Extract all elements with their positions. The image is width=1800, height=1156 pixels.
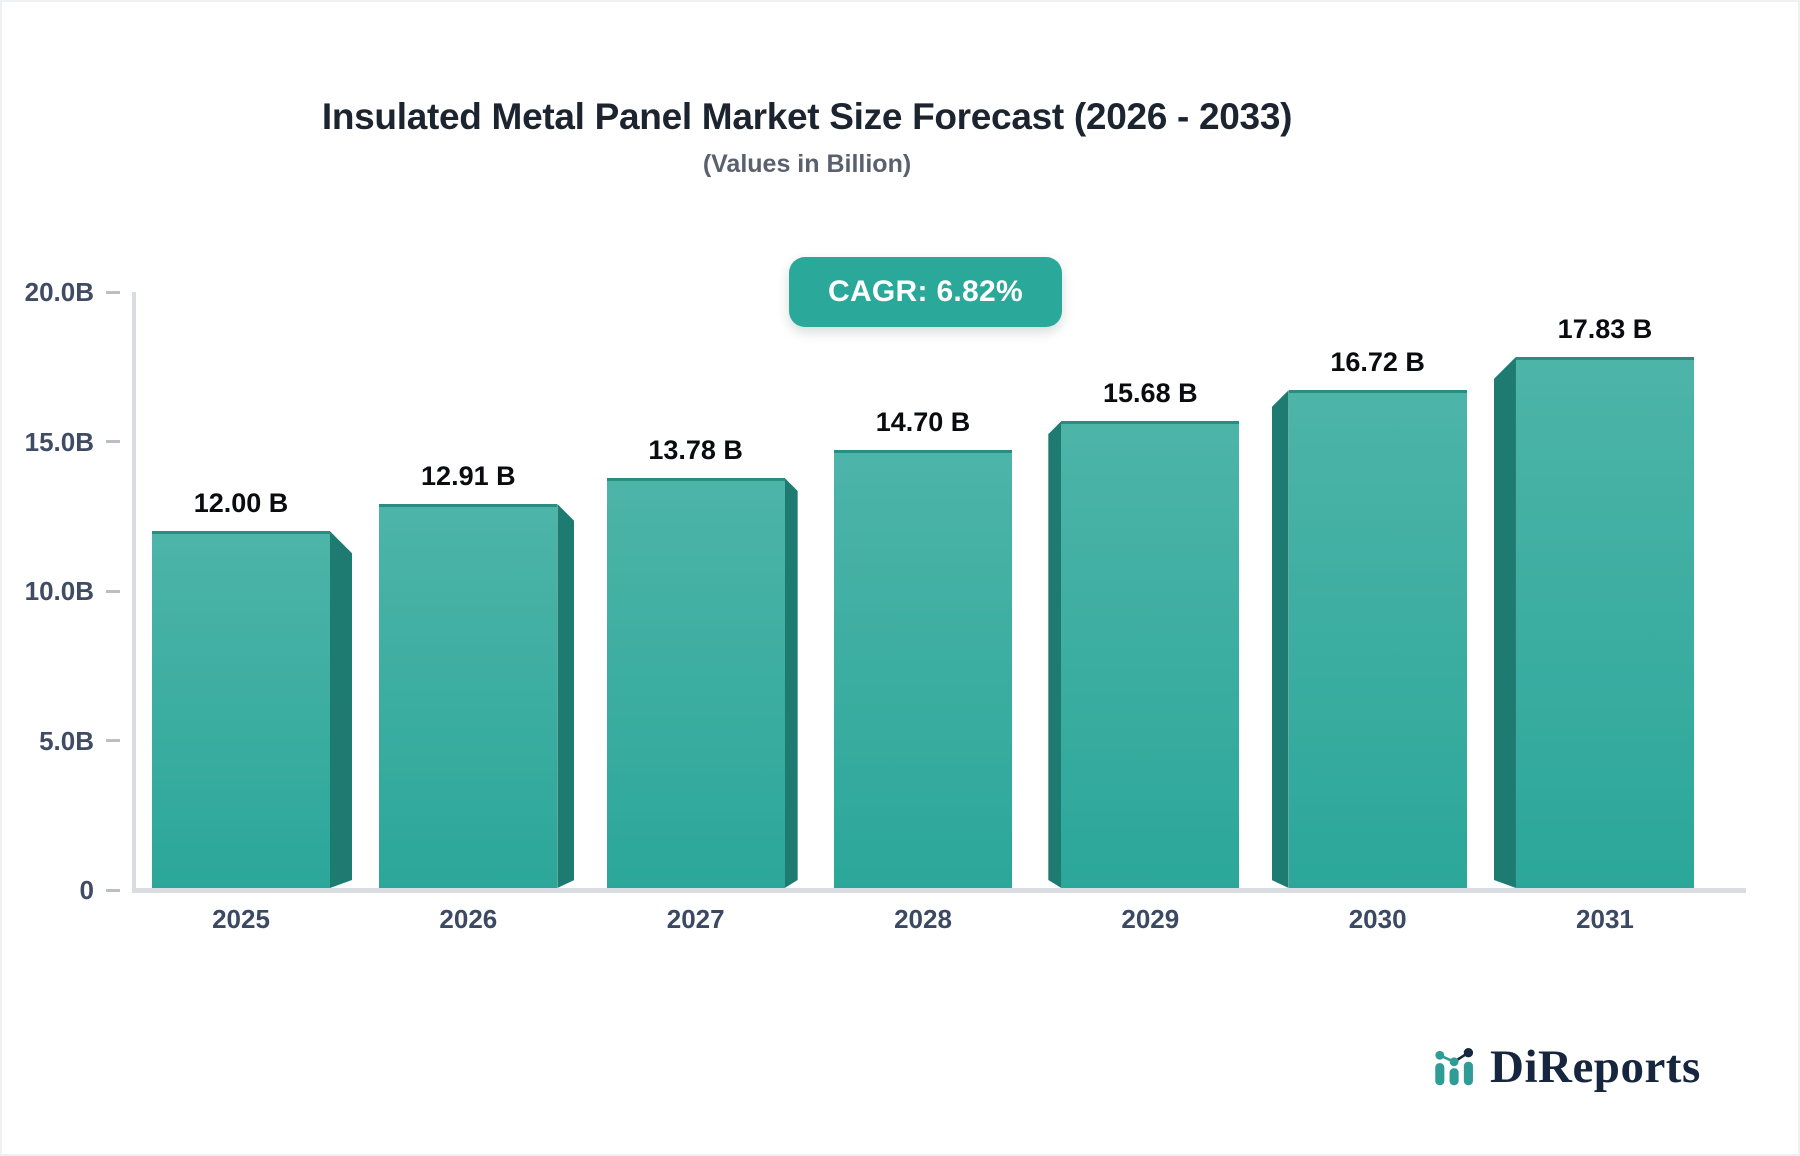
cagr-badge: CAGR: 6.82% (789, 257, 1062, 327)
y-tick-label: 10.0B (24, 576, 94, 606)
bar-value-label: 12.91 B (421, 460, 516, 491)
cagr-badge-label: CAGR: 6.82% (827, 275, 1024, 308)
y-tick-mark (106, 440, 120, 443)
x-axis-label: 2030 (1348, 904, 1407, 934)
bar-value-label: 12.00 B (193, 488, 289, 519)
bar-value-label: 16.72 B (1330, 347, 1425, 378)
bar-2026 (379, 503, 558, 888)
bar-3d-side (557, 504, 574, 888)
x-axis-label: 2027 (666, 904, 725, 934)
x-axis-label: 2026 (439, 904, 498, 934)
bar-2031 (1515, 356, 1694, 888)
bar-value-label: 17.83 B (1557, 313, 1653, 344)
x-axis-label: 2031 (1576, 904, 1634, 934)
y-tick-label: 15.0B (24, 426, 94, 457)
chart-subtitle: (Values in Billion) (702, 150, 912, 178)
direports-logo-text: DiReports (1490, 1041, 1701, 1093)
bar-3d-side (1494, 357, 1516, 888)
bar-value-label: 13.78 B (648, 434, 743, 465)
bar-value-label: 15.68 B (1103, 378, 1198, 409)
bar-3d-side (1048, 421, 1061, 888)
y-tick-label: 20.0B (24, 277, 94, 307)
x-axis-label: 2025 (212, 904, 270, 934)
direports-logo-icon (1435, 1048, 1474, 1086)
bar-3d-side (1272, 390, 1289, 888)
y-tick-mark (106, 589, 120, 593)
y-tick-mark (106, 290, 120, 294)
y-tick-mark (106, 888, 120, 892)
bar-2027 (606, 477, 785, 888)
bar-2030 (1288, 390, 1467, 888)
y-tick-mark (106, 739, 120, 742)
y-axis-line (132, 292, 136, 890)
bar-3d-side (785, 478, 798, 888)
direports-logo: DiReports (1432, 1040, 1701, 1094)
x-axis-label: 2029 (1121, 904, 1180, 934)
bar-value-label: 14.70 B (875, 407, 971, 438)
bar-3d-side (330, 531, 352, 888)
bar-2028 (833, 450, 1012, 888)
y-tick-label: 0 (79, 875, 94, 905)
y-tick-label: 5.0B (39, 725, 94, 756)
bar-2025 (152, 531, 330, 888)
bar-2029 (1061, 421, 1240, 888)
chart-title: Insulated Metal Panel Market Size Foreca… (321, 96, 1293, 137)
x-axis-label: 2028 (894, 904, 952, 934)
x-axis-line (132, 888, 1746, 893)
